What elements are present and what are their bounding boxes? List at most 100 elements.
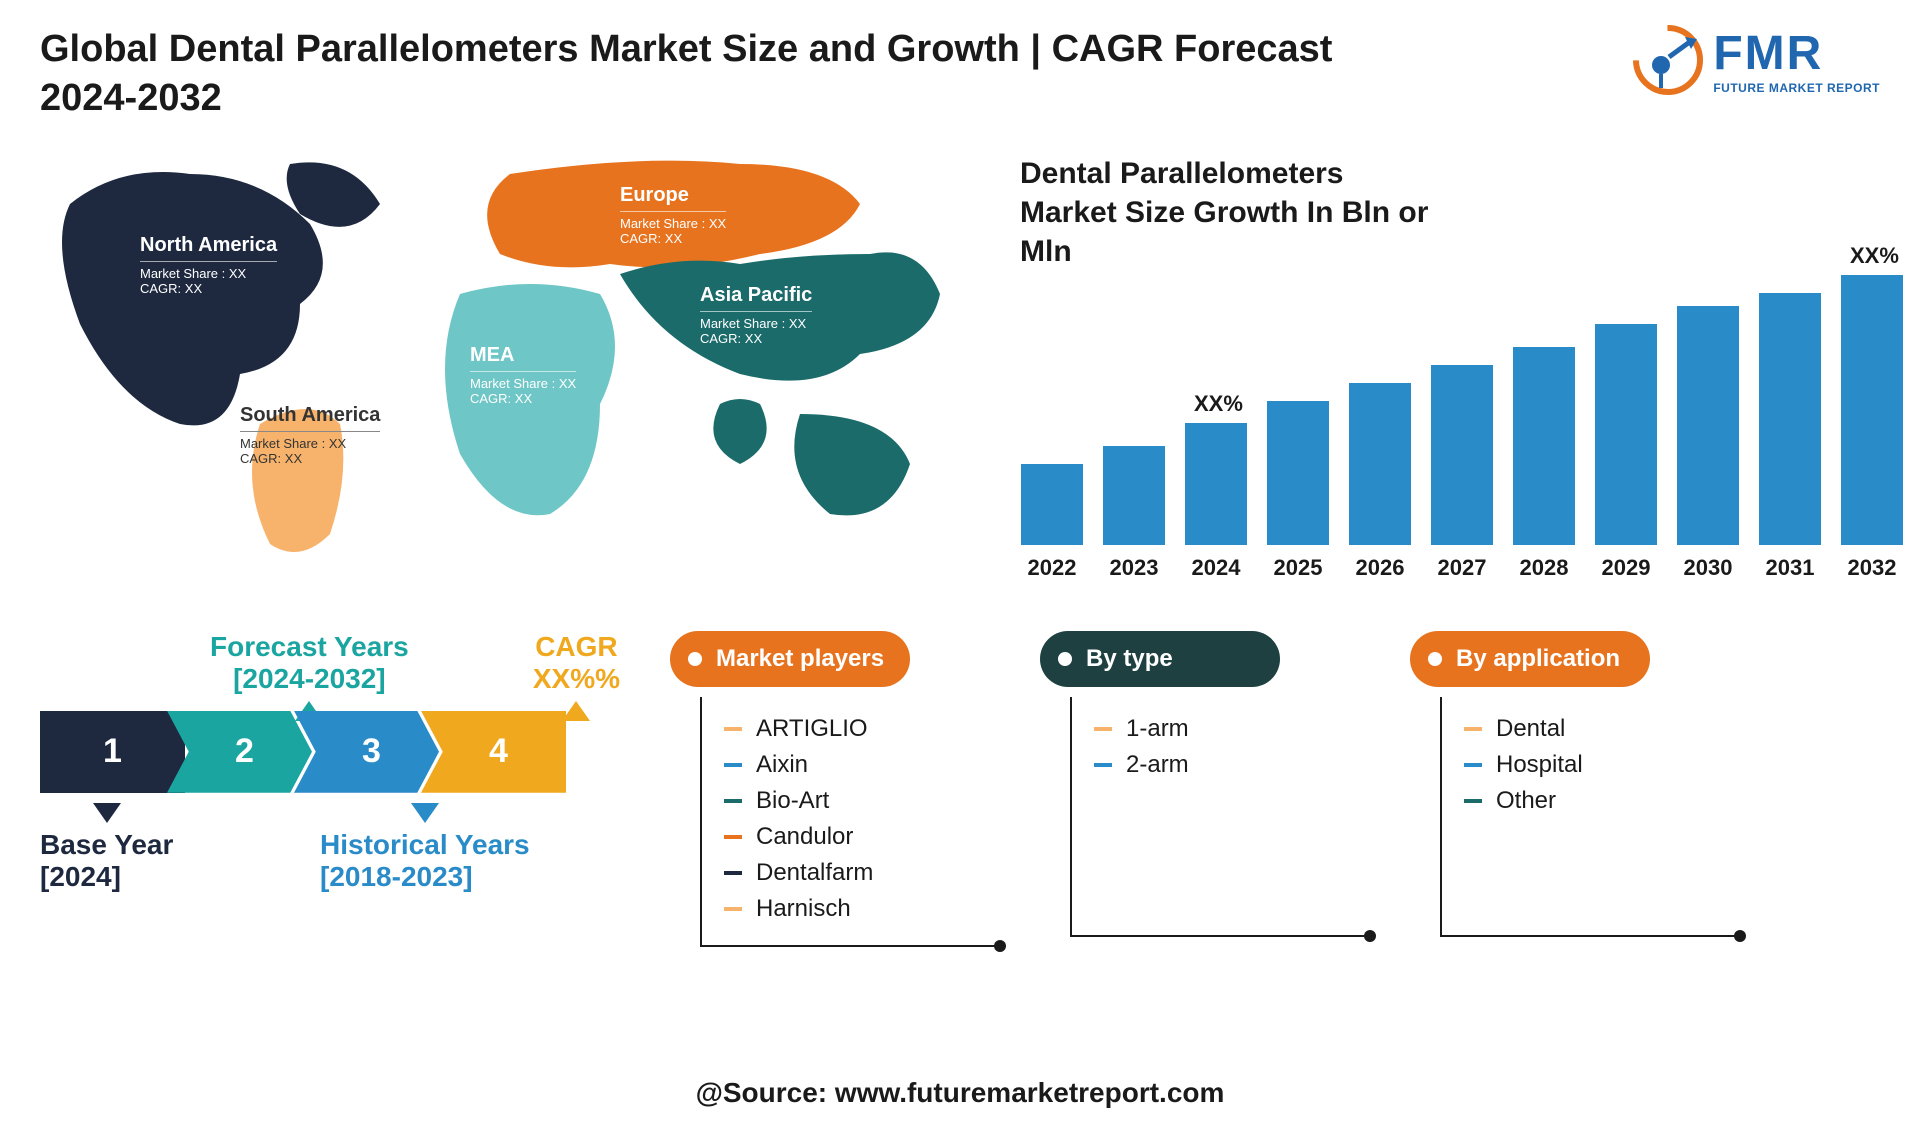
segment-item: Dentalfarm [724, 859, 1000, 887]
bar-rect [1431, 365, 1493, 545]
forecast-label-text: Forecast Years [210, 631, 409, 662]
bar-year-label: 2032 [1848, 555, 1897, 581]
world-map: North AmericaMarket Share : XXCAGR: XXSo… [40, 144, 980, 564]
bar-year-label: 2028 [1520, 555, 1569, 581]
bullet-icon [724, 871, 742, 875]
bar-annotation: XX% [1194, 391, 1243, 417]
hist-range: [2018-2023] [320, 861, 473, 892]
segment-market-players: Market players ARTIGLIO Aixin Bio-Art Candul… [670, 631, 1000, 947]
bar-year-label: 2022 [1028, 555, 1077, 581]
bar-rect [1513, 347, 1575, 545]
cagr-label-text: CAGR [535, 631, 617, 662]
timeline-step-4: 4 [421, 711, 566, 793]
bar-2026: 2026 [1348, 383, 1412, 581]
bullet-icon [724, 763, 742, 767]
segment-title: Market players [716, 645, 884, 673]
segment-pill: Market players [670, 631, 910, 687]
bullet-icon [1094, 727, 1112, 731]
cagr-label: CAGR XX%% [533, 631, 620, 721]
bullet-icon [724, 727, 742, 731]
bar-2027: 2027 [1430, 365, 1494, 581]
bullet-icon [1464, 727, 1482, 731]
bar-year-label: 2025 [1274, 555, 1323, 581]
bullet-icon [1464, 799, 1482, 803]
top-row: North AmericaMarket Share : XXCAGR: XXSo… [40, 144, 1880, 591]
bullet-icon [1464, 763, 1482, 767]
bar-year-label: 2029 [1602, 555, 1651, 581]
bullet-icon [724, 835, 742, 839]
region-share: Market Share : XX [620, 211, 726, 231]
region-share: Market Share : XX [140, 261, 277, 281]
segment-title: By type [1086, 645, 1173, 673]
region-name: North America [140, 234, 277, 257]
segment-item: Hospital [1464, 751, 1740, 779]
bar-annotation: XX% [1850, 243, 1899, 269]
segments-row: Market players ARTIGLIO Aixin Bio-Art Candul… [670, 631, 1880, 947]
segment-item-label: Candulor [756, 823, 853, 851]
bullet-icon [1094, 763, 1112, 767]
segment-item-label: Aixin [756, 751, 808, 779]
bar-rect [1349, 383, 1411, 545]
timeline-steps: 1 2 3 4 [40, 711, 640, 793]
region-cagr: CAGR: XX [470, 391, 576, 406]
segment-list: 1-arm2-arm [1070, 697, 1370, 937]
region-cagr: CAGR: XX [140, 281, 277, 296]
segment-item: Dental [1464, 715, 1740, 743]
region-name: Asia Pacific [700, 284, 812, 307]
segment-item: Harnisch [724, 895, 1000, 923]
timeline-step-3: 3 [294, 711, 439, 793]
bar-2030: 2030 [1676, 306, 1740, 581]
bar-chart: 2022202320242025202620272028202920302031… [1020, 281, 1904, 581]
fmr-logo: FMR FUTURE MARKET REPORT [1633, 25, 1880, 95]
bullet-icon [724, 907, 742, 911]
map-region-ap: Asia PacificMarket Share : XXCAGR: XX [700, 284, 812, 346]
region-share: Market Share : XX [240, 431, 380, 451]
segment-list: Dental Hospital Other [1440, 697, 1740, 937]
segment-list: ARTIGLIO Aixin Bio-Art Candulor Dentalfarm Ha… [700, 697, 1000, 947]
region-name: Europe [620, 184, 726, 207]
bar-year-label: 2027 [1438, 555, 1487, 581]
segment-item-label: 1-arm [1126, 715, 1189, 743]
pill-dot-icon [688, 652, 702, 666]
segment-item: ARTIGLIO [724, 715, 1000, 743]
map-region-na: North America Market Share : XXCAGR: XX [140, 234, 277, 296]
base-range: [2024] [40, 861, 121, 892]
pill-dot-icon [1428, 652, 1442, 666]
forecast-range: [2024-2032] [233, 663, 386, 694]
segment-item-label: ARTIGLIO [756, 715, 868, 743]
map-region-eu: Europe Market Share : XXCAGR: XX [620, 184, 726, 246]
map-region-mea: MEA Market Share : XXCAGR: XX [470, 344, 576, 406]
region-name: MEA [470, 344, 576, 367]
timeline-step-2: 2 [167, 711, 312, 793]
segment-item-label: Hospital [1496, 751, 1583, 779]
hist-arrow-icon [411, 803, 439, 823]
bar-2032: 2032 [1840, 275, 1904, 581]
timeline-block: Forecast Years [2024-2032] CAGR XX%% 1 2… [40, 631, 640, 793]
base-year-label: Base Year [2024] [40, 803, 173, 893]
cagr-value: XX%% [533, 663, 620, 694]
segment-item: Bio-Art [724, 787, 1000, 815]
forecast-years-label: Forecast Years [2024-2032] [210, 631, 409, 721]
bar-rect [1841, 275, 1903, 545]
bar-year-label: 2023 [1110, 555, 1159, 581]
segment-by-type: By type 1-arm2-arm [1040, 631, 1370, 947]
hist-label-text: Historical Years [320, 829, 530, 860]
bar-year-label: 2030 [1684, 555, 1733, 581]
fmr-logo-icon [1633, 25, 1703, 95]
logo-brand: FMR [1713, 26, 1880, 81]
map-region-sa: South AmericaMarket Share : XXCAGR: XX [240, 404, 380, 466]
source-attribution: @Source: www.futuremarketreport.com [40, 1077, 1880, 1109]
bar-2022: 2022 [1020, 464, 1084, 581]
cagr-arrow-icon [562, 701, 590, 721]
region-cagr: CAGR: XX [620, 231, 726, 246]
segment-by-application: By application Dental Hospital Other [1410, 631, 1740, 947]
segment-title: By application [1456, 645, 1620, 673]
bar-chart-title: Dental Parallelometers Market Size Growt… [1020, 154, 1440, 271]
region-share: Market Share : XX [470, 371, 576, 391]
region-name: South America [240, 404, 380, 427]
bar-2029: 2029 [1594, 324, 1658, 581]
segment-item: 1-arm [1094, 715, 1370, 743]
pill-dot-icon [1058, 652, 1072, 666]
segment-item: Other [1464, 787, 1740, 815]
bar-rect [1103, 446, 1165, 545]
